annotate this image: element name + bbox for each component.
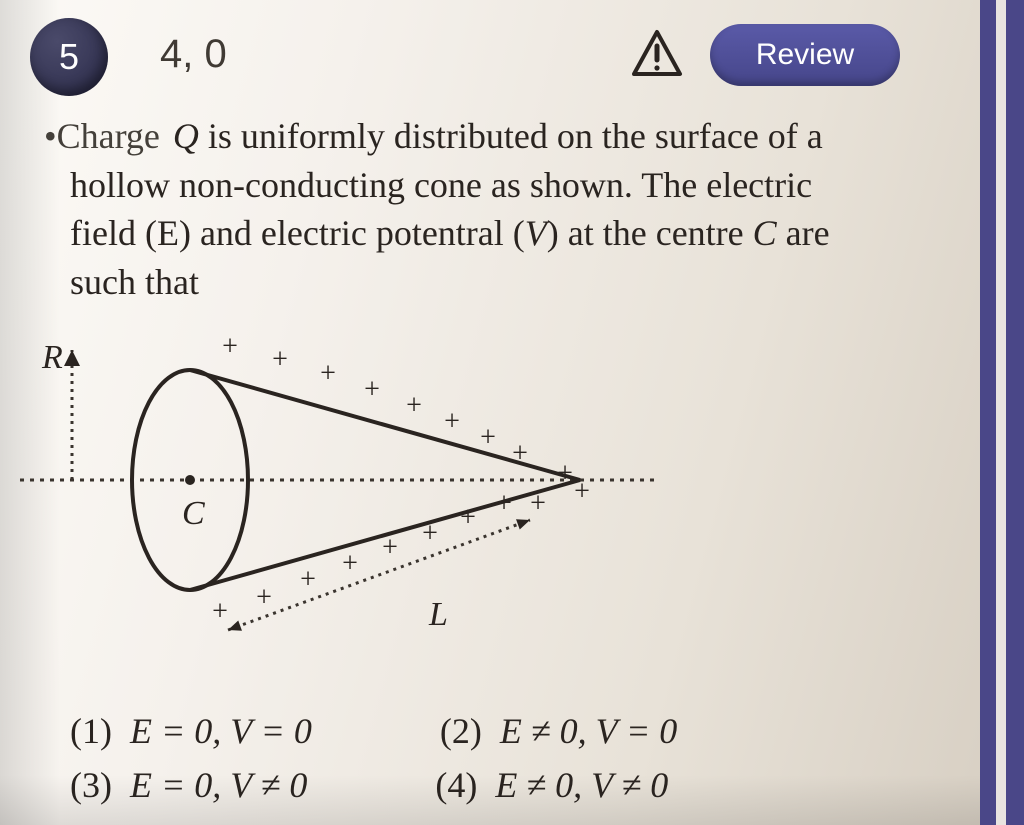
svg-text:+: + [364,374,380,405]
option-4-num: (4) [435,765,477,805]
svg-text:L: L [428,596,448,633]
question-number-badge: 5 [30,18,108,96]
svg-text:+: + [557,458,573,489]
svg-text:+: + [256,582,272,613]
svg-text:+: + [444,406,460,437]
cone-diagram: RCL+++++++++++++++++++ [20,320,660,680]
question-meta: 4, 0 [160,32,227,77]
option-2[interactable]: (2) E ≠ 0, V = 0 [440,704,677,758]
alert-icon [630,28,684,82]
question-text: •Charge Q is uniformly distributed on th… [44,112,924,306]
page-surface: 5 4, 0 Review •Charge Q is uniformly dis… [0,0,980,825]
option-3-text: E = 0, V ≠ 0 [130,765,307,805]
options-row-2: (3) E = 0, V ≠ 0 (4) E ≠ 0, V ≠ 0 [70,758,930,812]
svg-text:+: + [460,502,476,533]
svg-text:+: + [272,344,288,375]
svg-text:+: + [382,532,398,563]
option-4[interactable]: (4) E ≠ 0, V ≠ 0 [435,758,668,812]
options-block: (1) E = 0, V = 0 (2) E ≠ 0, V = 0 (3) E … [70,704,930,812]
var-C: C [753,213,777,253]
q-line1-rest: is uniformly distributed on the surface … [199,116,823,156]
svg-text:+: + [320,358,336,389]
option-3-num: (3) [70,765,112,805]
q-line3-prefix: field (E) and electric potentral ( [70,213,525,253]
accent-bar-2 [1006,0,1024,825]
svg-text:C: C [182,495,205,532]
q-line3-suffix: are [777,213,830,253]
svg-text:R: R [41,339,63,376]
svg-text:+: + [212,596,228,627]
var-V: V [525,213,547,253]
option-3[interactable]: (3) E = 0, V ≠ 0 [70,758,307,812]
options-row-1: (1) E = 0, V = 0 (2) E ≠ 0, V = 0 [70,704,930,758]
question-line-4: such that [70,258,924,307]
question-line-1: •Charge Q is uniformly distributed on th… [44,112,924,161]
question-header: 5 4, 0 Review [30,18,930,98]
bullet-icon: •Charge [44,116,169,156]
svg-text:+: + [512,438,528,469]
review-button[interactable]: Review [710,24,900,86]
option-1-num: (1) [70,711,112,751]
option-1[interactable]: (1) E = 0, V = 0 [70,704,312,758]
review-label: Review [756,38,854,72]
svg-text:+: + [406,390,422,421]
svg-text:+: + [496,488,512,519]
accent-bar-1 [980,0,996,825]
svg-text:+: + [574,476,590,507]
accent-gap [996,0,1006,825]
question-number: 5 [59,36,79,78]
svg-text:+: + [480,422,496,453]
svg-text:+: + [530,488,546,519]
question-line-3: field (E) and electric potentral (V) at … [70,209,924,258]
svg-text:+: + [342,548,358,579]
svg-text:+: + [422,518,438,549]
question-line-2: hollow non-conducting cone as shown. The… [70,161,924,210]
option-2-text: E ≠ 0, V = 0 [500,711,677,751]
option-1-text: E = 0, V = 0 [130,711,312,751]
right-accent-bars [980,0,1024,825]
q-line3-mid: ) at the centre [547,213,753,253]
option-2-num: (2) [440,711,482,751]
svg-text:+: + [222,331,238,362]
var-Q: Q [173,116,199,156]
option-4-text: E ≠ 0, V ≠ 0 [495,765,668,805]
svg-text:+: + [300,564,316,595]
